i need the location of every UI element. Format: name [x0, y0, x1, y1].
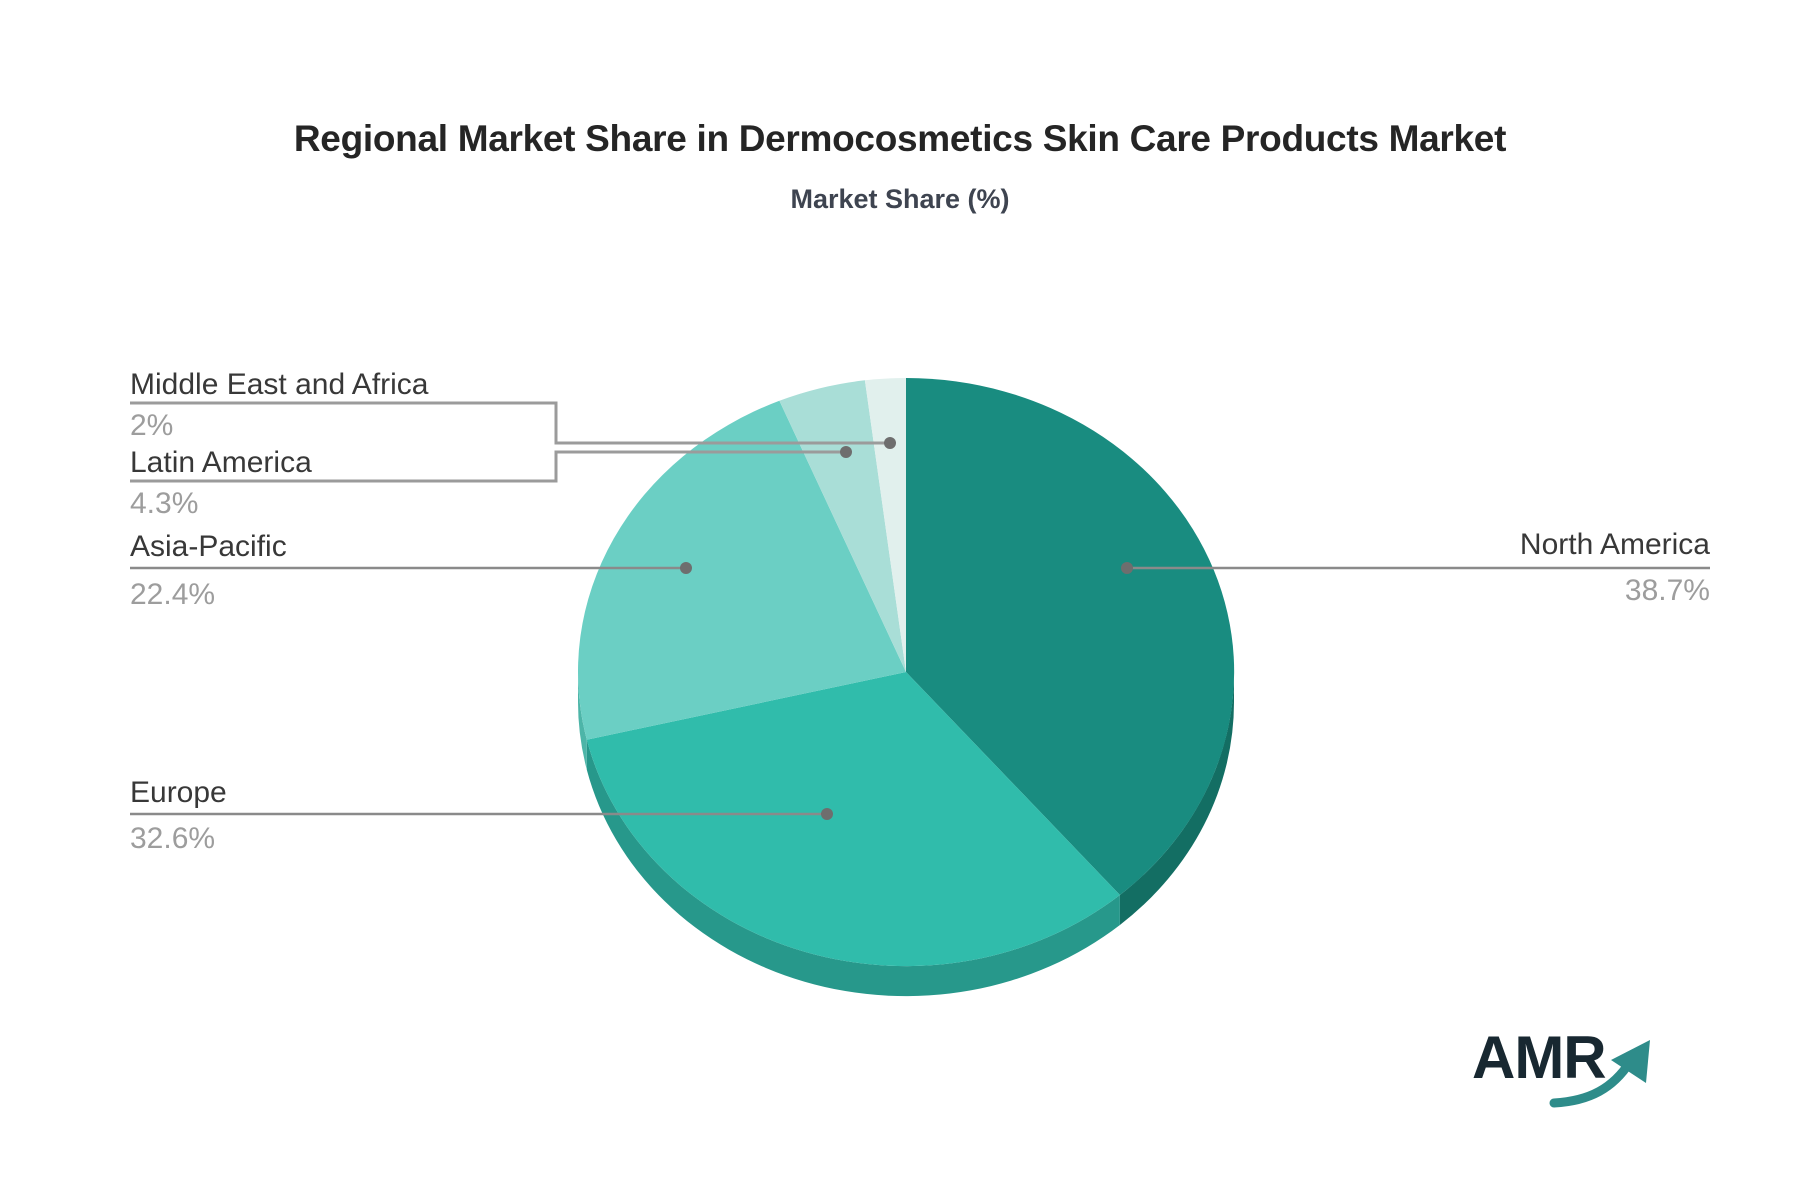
pie-slice-asia-pacific[interactable] [577, 400, 906, 740]
value-europe: 32.6% [130, 822, 216, 855]
logo-trend-up-arrow-icon [1549, 1040, 1650, 1108]
pie-slice-north-america-depth [1119, 672, 1235, 925]
pie-slice-europe-depth [586, 739, 1120, 997]
pie-slice-asia-pacific-depth [577, 672, 587, 770]
value-asia-pacific: 22.4% [130, 578, 216, 611]
leader-dot-north-america [1121, 562, 1133, 574]
label-latin-america: Latin America [130, 446, 312, 479]
label-north-america: North America [1519, 528, 1710, 561]
leader-dot-asia-pacific [680, 562, 692, 574]
value-north-america: 38.7% [1624, 574, 1710, 607]
pie-slice-middle-east-africa[interactable] [864, 377, 906, 672]
label-asia-pacific: Asia-Pacific [130, 530, 287, 563]
chart-subtitle: Market Share (%) [790, 184, 1010, 214]
chart-title: Regional Market Share in Dermocosmetics … [293, 118, 1507, 159]
leader-dot-middle-east-africa [884, 437, 896, 449]
leader-dot-latin-america [840, 446, 852, 458]
pie-slice-europe[interactable] [586, 672, 1120, 967]
pie-slice-north-america[interactable] [906, 378, 1235, 895]
leader-middle-east-africa [130, 401, 890, 445]
label-europe: Europe [130, 776, 227, 809]
label-middle-east-africa: Middle East and Africa [130, 368, 429, 401]
leader-dot-europe [821, 808, 833, 820]
value-latin-america: 4.3% [130, 487, 199, 520]
logo-wordmark: AMR [1472, 1024, 1607, 1091]
leader-latin-america [130, 450, 846, 483]
value-middle-east-africa: 2% [130, 409, 174, 442]
